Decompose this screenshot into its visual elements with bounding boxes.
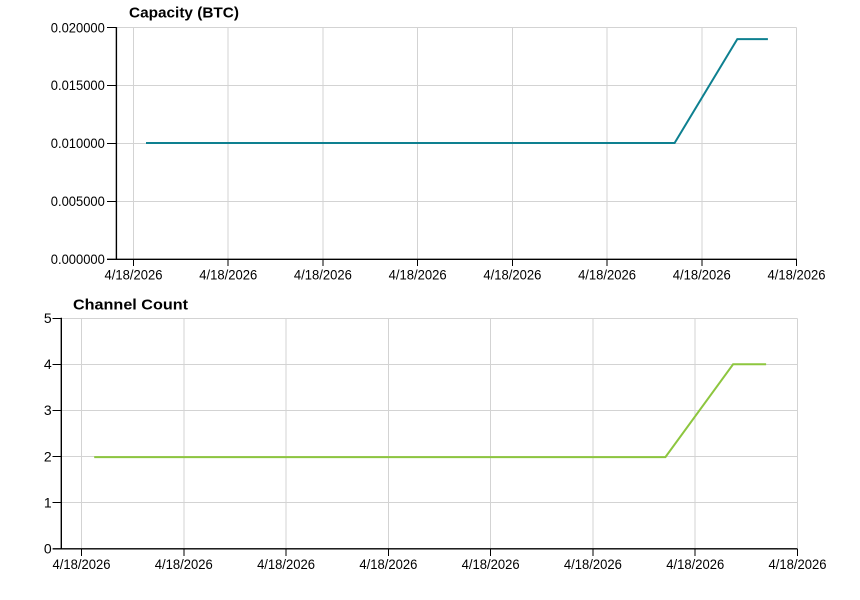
svg-text:4/18/2026: 4/18/2026 [666,556,724,572]
svg-text:4/18/2026: 4/18/2026 [578,266,636,282]
svg-text:5: 5 [44,310,52,326]
svg-text:0.010000: 0.010000 [51,135,105,151]
svg-text:4: 4 [44,356,52,372]
svg-text:0.020000: 0.020000 [51,19,105,35]
svg-text:4/18/2026: 4/18/2026 [294,266,352,282]
svg-text:4/18/2026: 4/18/2026 [673,266,731,282]
svg-text:4/18/2026: 4/18/2026 [105,266,163,282]
svg-text:0: 0 [44,541,52,557]
svg-text:4/18/2026: 4/18/2026 [155,556,213,572]
svg-text:4/18/2026: 4/18/2026 [768,266,826,282]
svg-text:0.000000: 0.000000 [51,251,105,267]
svg-text:4/18/2026: 4/18/2026 [769,556,827,572]
svg-text:4/18/2026: 4/18/2026 [257,556,315,572]
svg-text:4/18/2026: 4/18/2026 [389,266,447,282]
svg-text:4/18/2026: 4/18/2026 [483,266,541,282]
svg-text:2: 2 [44,448,52,464]
svg-text:4/18/2026: 4/18/2026 [199,266,257,282]
svg-text:0.005000: 0.005000 [51,193,105,209]
svg-text:4/18/2026: 4/18/2026 [359,556,417,572]
svg-text:4/18/2026: 4/18/2026 [53,556,111,572]
svg-text:1: 1 [44,494,52,510]
svg-text:4/18/2026: 4/18/2026 [564,556,622,572]
svg-text:Capacity (BTC): Capacity (BTC) [129,5,239,22]
svg-text:4/18/2026: 4/18/2026 [462,556,520,572]
svg-text:3: 3 [44,402,52,418]
svg-text:Channel Count: Channel Count [73,297,188,314]
svg-text:0.015000: 0.015000 [51,77,105,93]
